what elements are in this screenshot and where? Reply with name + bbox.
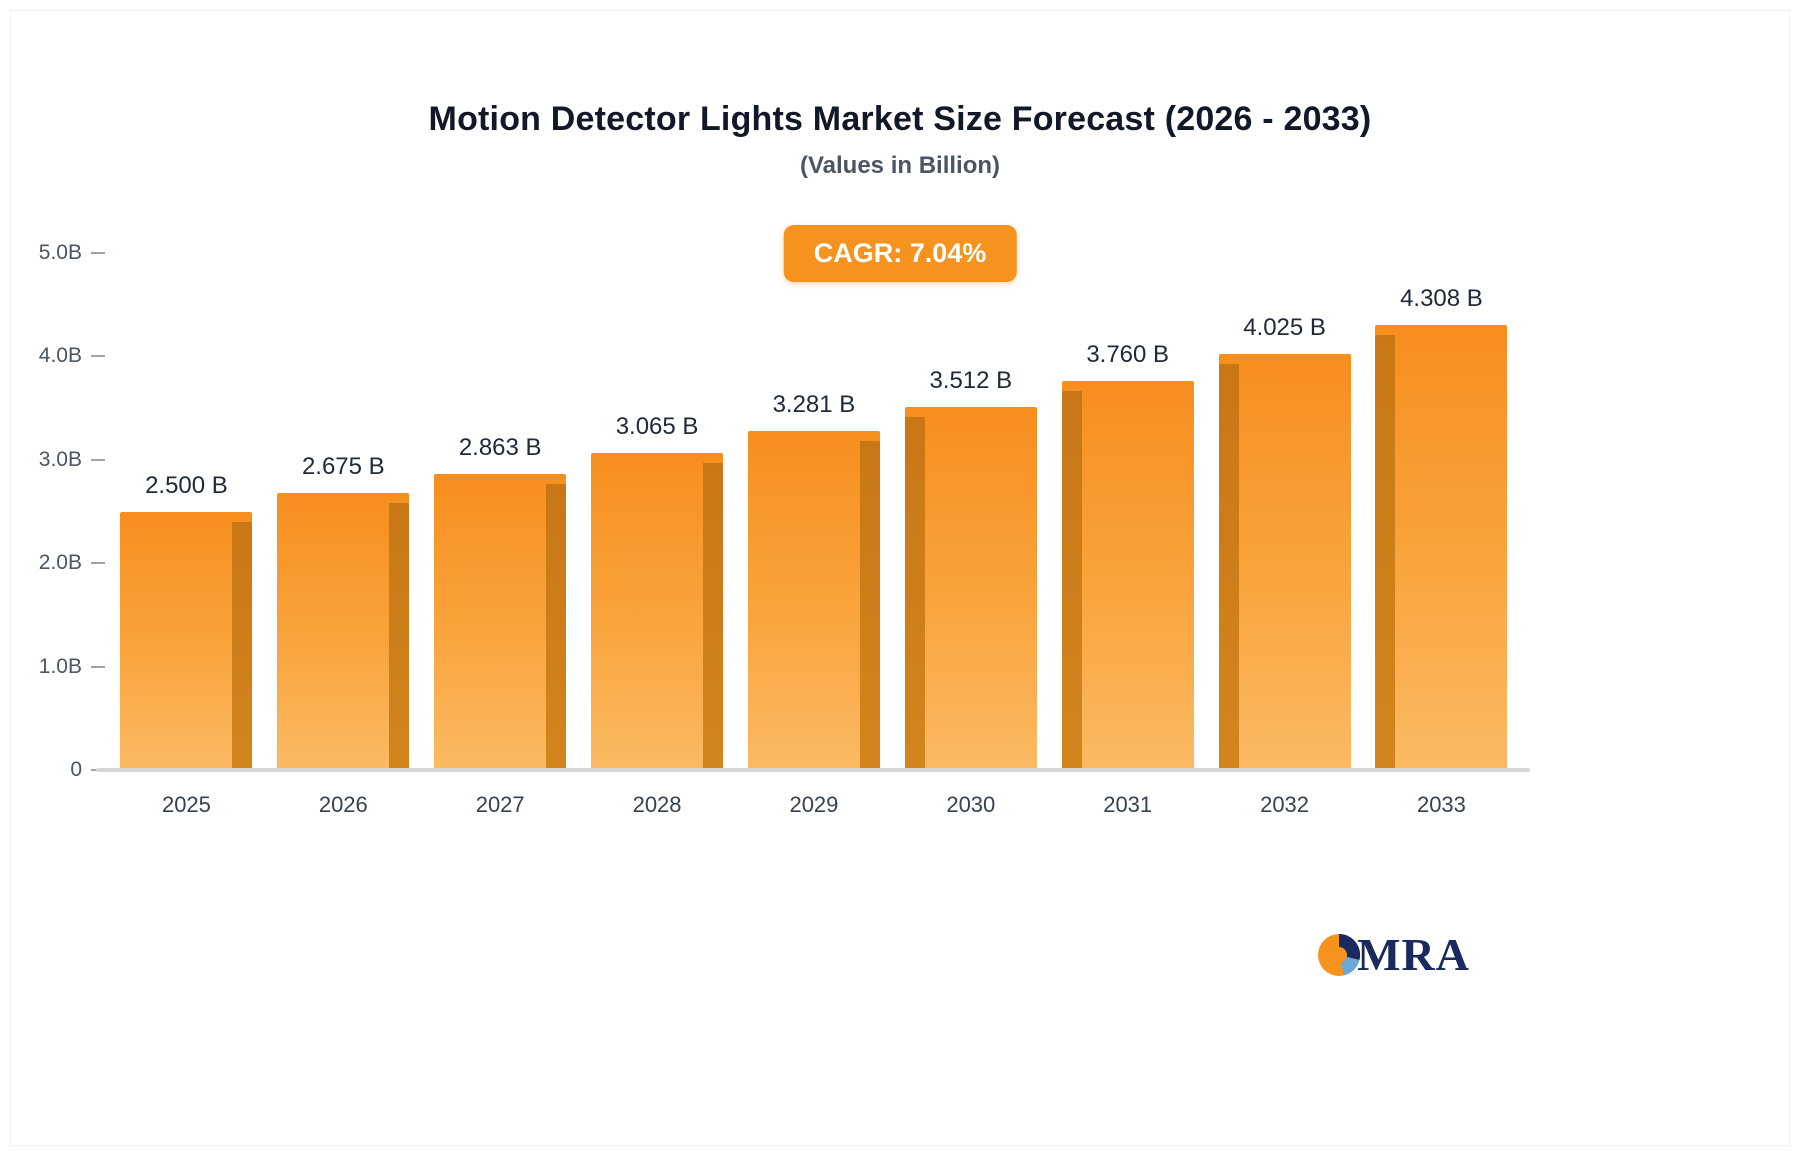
bar-side-shade bbox=[1375, 334, 1396, 770]
bar-side-shade bbox=[1061, 391, 1082, 770]
bar-side-shade bbox=[546, 483, 567, 770]
x-axis-label: 2030 bbox=[946, 792, 996, 817]
y-axis-tick-label: 4.0B bbox=[38, 344, 82, 368]
y-axis-tick-label: 0 bbox=[70, 758, 82, 781]
bar-group: 3.281 B 2029 bbox=[747, 253, 880, 817]
y-axis-tick: 4.0B bbox=[39, 344, 105, 368]
bar bbox=[1375, 324, 1508, 770]
bar-group: 3.065 B 2028 bbox=[591, 253, 724, 817]
bar-value-label: 2.863 B bbox=[458, 433, 542, 461]
y-axis-tick-mark bbox=[91, 665, 105, 668]
bar-value-label: 2.500 B bbox=[145, 471, 228, 499]
x-axis-label: 2028 bbox=[632, 792, 682, 817]
x-axis-label: 2033 bbox=[1416, 792, 1466, 817]
x-axis-label: 2025 bbox=[161, 792, 211, 817]
x-axis-label: 2027 bbox=[475, 792, 525, 817]
bar-value-label: 3.760 B bbox=[1086, 341, 1170, 369]
logo-text: MRA bbox=[1357, 929, 1470, 980]
bar-side-shade bbox=[859, 440, 880, 770]
x-axis-label: 2032 bbox=[1260, 792, 1310, 817]
y-axis: 0 1.0B 2.0B 3.0B 4.0B 5.0B bbox=[30, 241, 105, 781]
bar bbox=[591, 453, 724, 770]
chart-subtitle: (Values in Billion) bbox=[799, 152, 1001, 179]
y-axis-tick-label: 3.0B bbox=[38, 447, 82, 471]
cagr-badge: CAGR: 7.04% bbox=[783, 225, 1017, 282]
y-axis-tick: 3.0B bbox=[39, 448, 105, 472]
bar bbox=[277, 493, 410, 770]
y-axis-tick: 2.0B bbox=[39, 551, 105, 575]
x-axis-label: 2026 bbox=[318, 792, 368, 817]
bar-group: 4.025 B 2032 bbox=[1218, 253, 1351, 817]
y-axis-tick-mark bbox=[91, 252, 105, 254]
bar-value-label: 4.025 B bbox=[1243, 313, 1326, 341]
bar bbox=[1061, 381, 1194, 770]
y-axis-tick: 5.0B bbox=[39, 241, 105, 265]
y-axis-tick-label: 5.0B bbox=[38, 241, 82, 264]
bar-group: 4.308 B 2033 bbox=[1375, 253, 1508, 817]
plot-area: 2.500 B 2025 2.675 B 2026 2.863 B 2027 3.065 B… bbox=[108, 253, 1520, 817]
bar-side-shade bbox=[389, 503, 410, 770]
x-axis-label: 2031 bbox=[1103, 792, 1153, 817]
bar-value-label: 2.675 B bbox=[301, 453, 385, 481]
bar-side-shade bbox=[703, 463, 724, 770]
bar-value-label: 4.308 B bbox=[1400, 284, 1483, 312]
y-axis-tick-label: 2.0B bbox=[38, 551, 82, 575]
bar-group: 2.675 B 2026 bbox=[277, 253, 410, 817]
y-axis-tick-label: 1.0B bbox=[38, 654, 82, 678]
bar-group: 3.760 B 2031 bbox=[1061, 253, 1194, 817]
bar bbox=[120, 511, 253, 770]
y-axis-tick-mark bbox=[91, 458, 105, 461]
bar bbox=[1218, 353, 1351, 770]
bar bbox=[904, 406, 1037, 770]
y-axis-tick-mark bbox=[91, 355, 105, 358]
x-axis-label: 2029 bbox=[789, 792, 839, 817]
logo: MRA bbox=[1317, 928, 1470, 981]
bar bbox=[434, 473, 567, 770]
y-axis-tick-mark bbox=[91, 562, 105, 565]
bar-value-label: 3.281 B bbox=[772, 390, 856, 418]
bar bbox=[747, 430, 880, 770]
chart-title: Motion Detector Lights Market Size Forec… bbox=[428, 100, 1372, 138]
y-axis-tick: 1.0B bbox=[39, 655, 105, 679]
x-axis-line bbox=[96, 768, 1530, 772]
bar-side-shade bbox=[232, 521, 253, 770]
logo-pie-icon bbox=[1318, 933, 1361, 976]
bar-value-label: 3.512 B bbox=[929, 366, 1013, 394]
bar-value-label: 3.065 B bbox=[615, 413, 699, 441]
bar-side-shade bbox=[1218, 363, 1239, 770]
bar-side-shade bbox=[904, 416, 925, 770]
bar-group: 3.512 B 2030 bbox=[904, 253, 1037, 817]
bar-group: 2.863 B 2027 bbox=[434, 253, 567, 817]
bar-group: 2.500 B 2025 bbox=[120, 253, 253, 817]
